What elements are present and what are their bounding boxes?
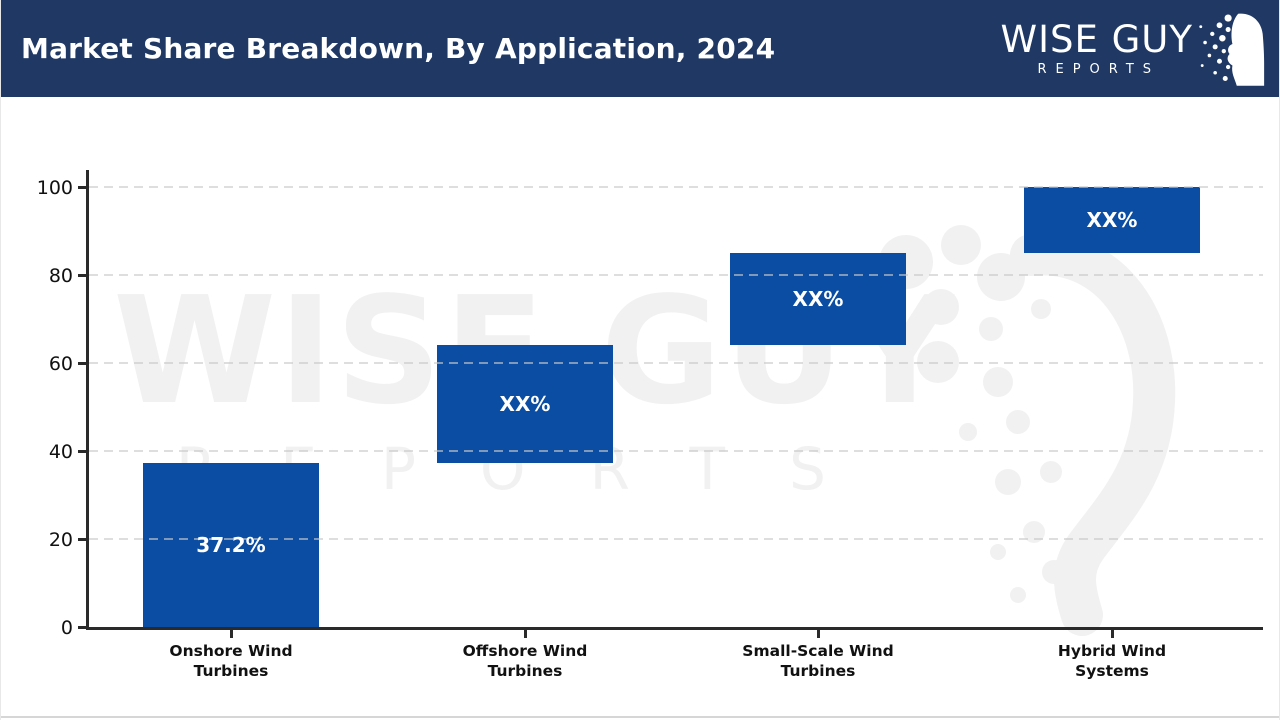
gridline (89, 274, 1263, 276)
wiseguy-face-icon (1199, 13, 1265, 86)
x-tick (229, 630, 233, 638)
y-tick-label: 60 (48, 353, 73, 375)
y-axis (86, 170, 89, 630)
gridline (89, 186, 1263, 188)
x-tick (1110, 630, 1114, 638)
waterfall-bar (143, 463, 319, 627)
bar-value-label: XX% (1086, 208, 1138, 232)
x-tick (523, 630, 527, 638)
y-tick (78, 273, 86, 277)
y-tick-label: 100 (36, 177, 73, 199)
y-tick (78, 537, 86, 541)
waterfall-bar (730, 253, 906, 346)
plot-area: 37.2% Onshore Wind Turbines XX% Offshore Win… (37, 170, 1263, 680)
y-tick (78, 449, 86, 453)
category-label: Hybrid Wind Systems (1057, 642, 1167, 681)
bar-value-label: XX% (792, 287, 844, 312)
bar-value-label: 37.2% (196, 533, 266, 558)
category-label: Offshore Wind Turbines (462, 642, 588, 681)
y-tick (78, 361, 86, 365)
page-title: Market Share Breakdown, By Application, … (21, 32, 776, 65)
bottom-border (1, 716, 1279, 718)
y-tick-label: 0 (60, 617, 73, 639)
gridline (89, 450, 1263, 452)
x-tick (816, 630, 820, 638)
y-tick (78, 625, 86, 629)
bar-value-label: XX% (499, 392, 551, 417)
category-label: Onshore Wind Turbines (169, 642, 293, 681)
gridline (89, 362, 1263, 364)
y-tick-label: 20 (48, 529, 73, 551)
gridline (89, 538, 1263, 540)
y-tick-label: 80 (48, 265, 73, 287)
chart-region: WISE GUY REPORTS (1, 97, 1279, 720)
x-axis (86, 627, 1263, 630)
wiseguy-logo: WISE GUY REPORTS (1001, 7, 1267, 91)
logo-name: WISE GUY (1000, 17, 1193, 61)
logo-subtitle: REPORTS (1037, 61, 1161, 77)
header: Market Share Breakdown, By Application, … (1, 0, 1279, 97)
wiseguy-logo-text: WISE GUY REPORTS (1001, 21, 1193, 77)
waterfall-bar (437, 345, 613, 464)
y-tick-label: 40 (48, 441, 73, 463)
y-tick (78, 185, 86, 189)
category-label: Small-Scale Wind Turbines (742, 642, 894, 681)
